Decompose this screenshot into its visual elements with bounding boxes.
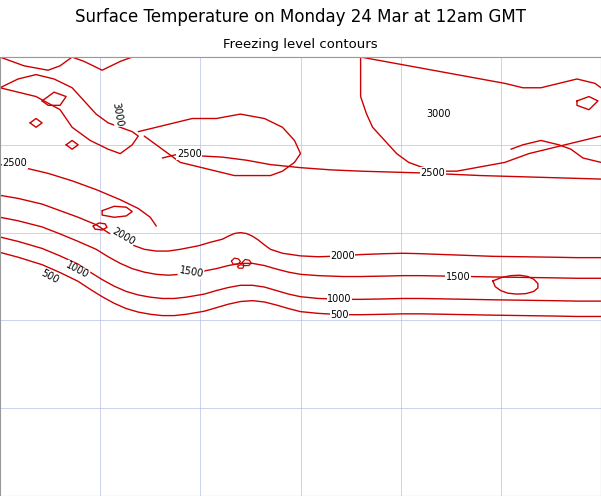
Text: Freezing level contours: Freezing level contours	[223, 38, 378, 51]
Text: 1000: 1000	[328, 294, 352, 305]
Text: 500: 500	[39, 268, 59, 285]
Text: 3000: 3000	[111, 101, 125, 127]
Text: 2500: 2500	[177, 149, 202, 160]
Text: 1000: 1000	[64, 260, 90, 281]
Text: 2000: 2000	[331, 251, 355, 261]
Text: 3000: 3000	[427, 109, 451, 119]
Text: Surface Temperature on Monday 24 Mar at 12am GMT: Surface Temperature on Monday 24 Mar at …	[75, 8, 526, 26]
Text: 2500: 2500	[2, 158, 28, 168]
Text: 2500: 2500	[420, 168, 445, 178]
Text: 1500: 1500	[446, 271, 470, 282]
Text: 1500: 1500	[178, 265, 204, 279]
Text: 500: 500	[331, 310, 349, 320]
Text: 2000: 2000	[110, 227, 136, 248]
